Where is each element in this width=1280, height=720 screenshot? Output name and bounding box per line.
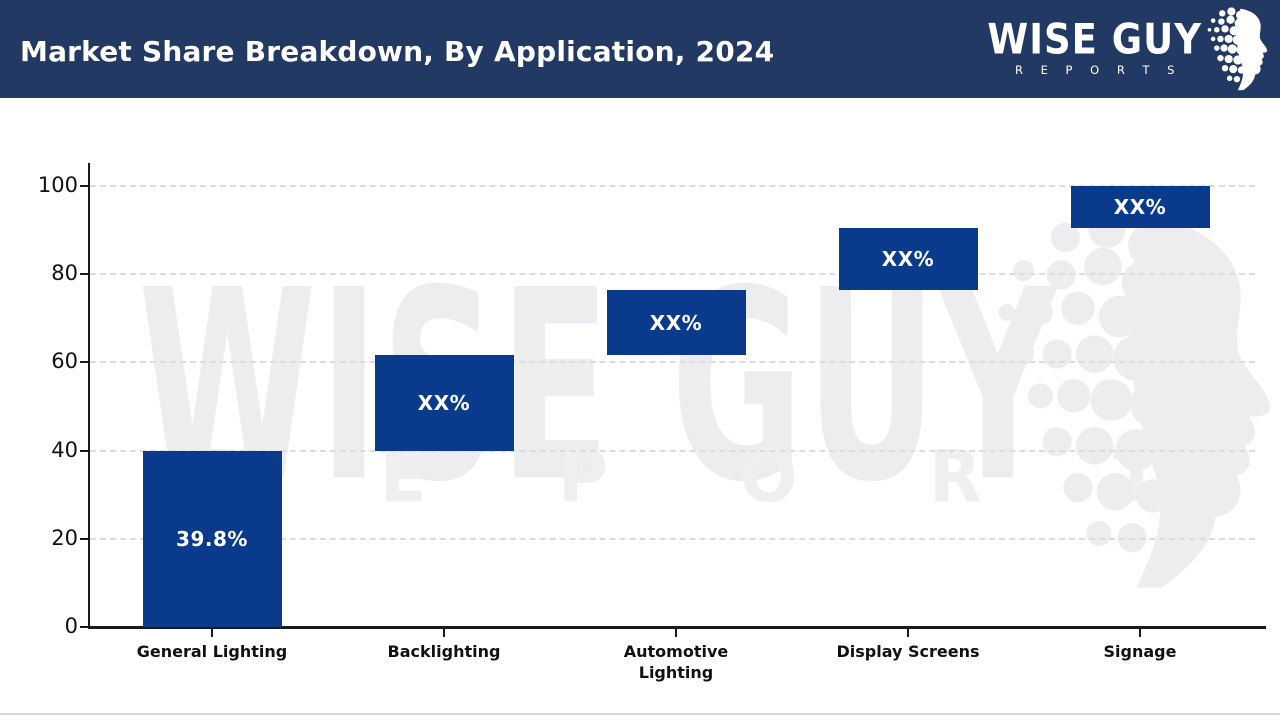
bottom-divider [0, 713, 1280, 715]
bar-value-label: XX% [417, 391, 471, 415]
x-tick [1139, 629, 1141, 637]
logo-wiseguy-text: WISE GUY [987, 15, 1202, 64]
x-tick [907, 629, 909, 637]
bar-value-label: XX% [1113, 195, 1167, 219]
header-bar: Market Share Breakdown, By Application, … [0, 0, 1280, 98]
bar: 39.8% [142, 451, 282, 627]
y-tick [80, 538, 88, 540]
wise-guy-reports-logo: WISE GUY R E P O R T S [987, 6, 1270, 92]
bar: XX% [838, 228, 978, 290]
gridline [90, 185, 1255, 187]
logo-reports-text: R E P O R T S [1014, 63, 1182, 78]
x-category-label: Display Screens [836, 642, 980, 661]
x-category-label: Automotive Lighting [623, 642, 729, 682]
x-tick [675, 629, 677, 637]
x-category-label: Backlighting [387, 642, 501, 661]
bar-value-label: XX% [881, 247, 935, 271]
y-axis-line [88, 163, 90, 629]
y-tick-label: 100 [37, 173, 78, 197]
bar: XX% [1070, 186, 1210, 228]
gridline [90, 361, 1255, 363]
y-tick [80, 626, 88, 628]
x-tick [211, 629, 213, 637]
y-tick-label: 0 [64, 614, 78, 638]
gridline [90, 450, 1255, 452]
x-axis-line [88, 626, 1266, 629]
y-tick-label: 60 [51, 349, 78, 373]
y-tick [80, 361, 88, 363]
x-category-label: Signage [1103, 642, 1177, 661]
chart-title: Market Share Breakdown, By Application, … [20, 34, 775, 68]
y-tick [80, 185, 88, 187]
y-tick-label: 80 [51, 261, 78, 285]
y-tick-label: 40 [51, 438, 78, 462]
gridline [90, 538, 1255, 540]
bar: XX% [374, 355, 514, 451]
bar-value-label: XX% [649, 310, 703, 335]
y-tick-label: 20 [51, 526, 78, 550]
y-tick [80, 450, 88, 452]
x-category-label: General Lighting [136, 642, 288, 661]
y-tick [80, 273, 88, 275]
bar: XX% [606, 290, 746, 355]
gridline [90, 273, 1255, 275]
x-tick [443, 629, 445, 637]
bar-value-label: 39.8% [176, 527, 248, 551]
